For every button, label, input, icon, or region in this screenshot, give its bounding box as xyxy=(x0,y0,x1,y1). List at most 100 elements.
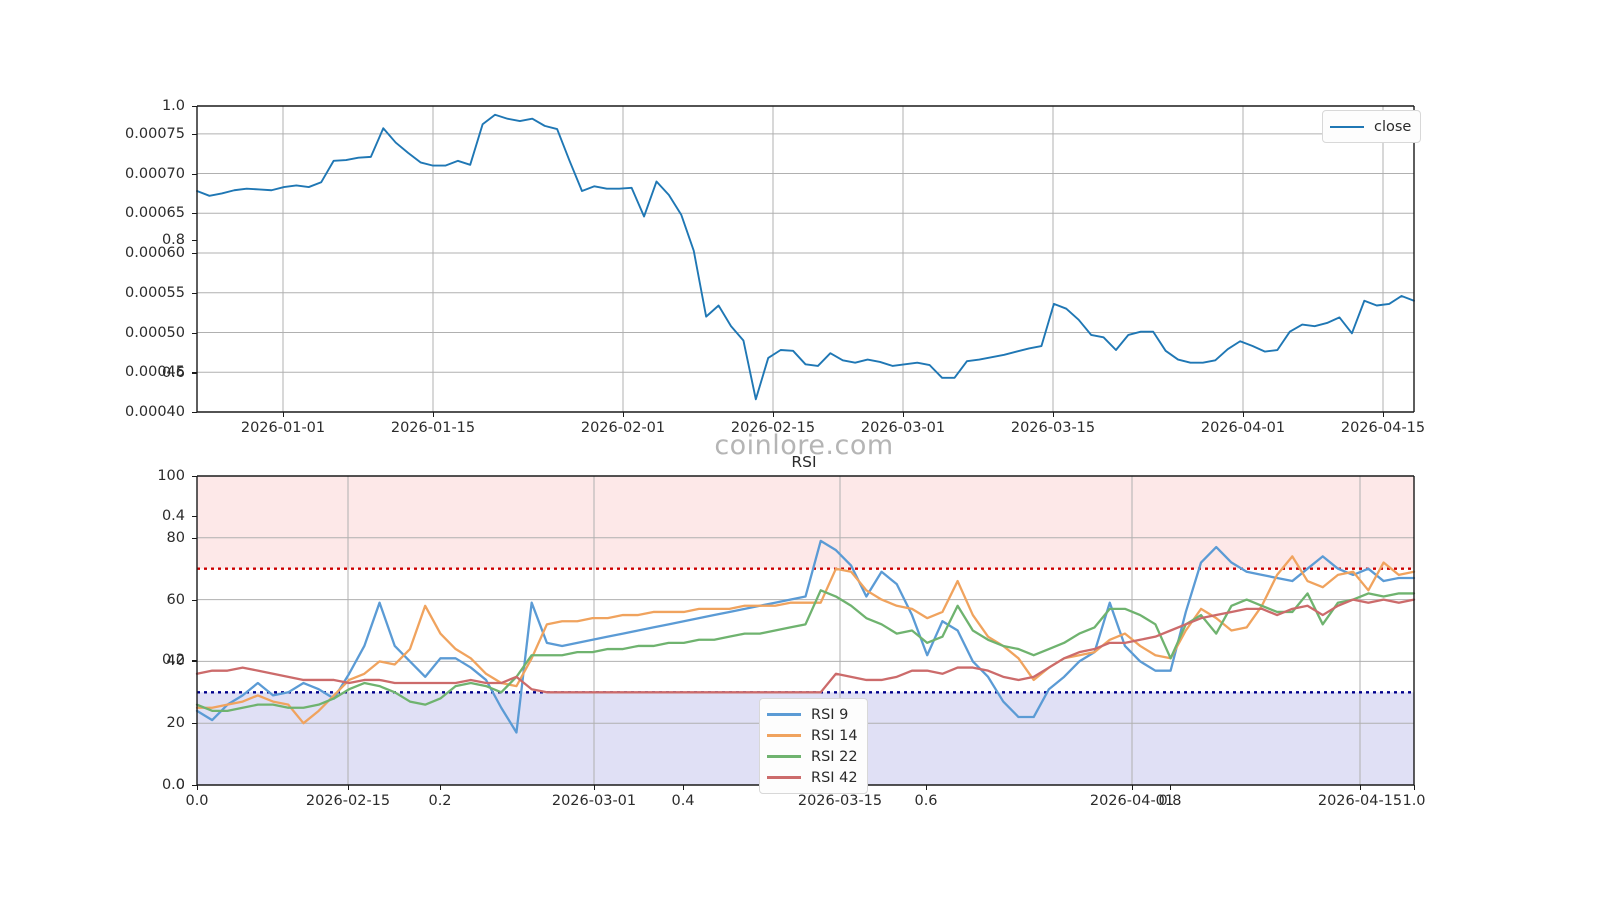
price-chart-panel: 0.00075 0.00070 0.00065 0.00060 0.00055 0.000… xyxy=(125,98,1426,436)
y-axis-tick-mark xyxy=(192,661,197,663)
price-plot-svg xyxy=(196,105,1415,413)
y-axis-tick-label-rsi: 80 xyxy=(166,529,185,546)
y-axis-tick-label-price: 0.00075 xyxy=(125,125,185,142)
x-axis-tick-mark xyxy=(1243,412,1244,417)
y-axis-tick-mark xyxy=(192,173,197,175)
y-axis-tick-mark-secondary xyxy=(192,516,197,517)
x-axis-tick-mark xyxy=(623,412,624,417)
x-axis-tick-mark xyxy=(1053,412,1054,417)
y-axis-tick-label-rsi: 0 xyxy=(175,777,185,793)
rsi-line-rsi-42 xyxy=(195,598,1416,694)
x-axis-tick-mark xyxy=(594,785,595,790)
x-axis-tick-mark-numeric xyxy=(926,785,927,790)
x-axis-tick-mark-numeric xyxy=(440,785,441,790)
price-legend: close xyxy=(1322,110,1422,143)
x-axis-tick-label-date: 2026-04-01 xyxy=(1089,793,1175,809)
x-axis-tick-label-date: 2026-02-15 xyxy=(305,793,391,809)
y-axis-tick-mark xyxy=(192,332,197,334)
legend-item[interactable]: RSI 22 xyxy=(767,746,858,767)
legend-color-swatch xyxy=(1330,125,1364,128)
y-axis-tick-label-price: 0.00050 xyxy=(125,324,185,341)
x-axis-tick-label-numeric: 0.2 xyxy=(428,793,452,809)
x-axis-tick-mark xyxy=(283,412,284,417)
y-axis-tick-label-secondary: 1.0 xyxy=(161,98,185,114)
y-axis-tick-mark-secondary xyxy=(192,785,197,786)
x-axis-tick-mark xyxy=(1132,785,1133,790)
legend-label: RSI 9 xyxy=(811,706,849,723)
y-axis-tick-label-price: 0.00045 xyxy=(125,364,185,381)
legend-color-swatch xyxy=(767,713,801,716)
x-axis-tick-mark-numeric xyxy=(683,785,684,790)
x-axis-tick-label-date: 2026-04-15 xyxy=(1317,793,1403,809)
x-axis-tick-mark xyxy=(1360,785,1361,790)
y-axis-tick-mark xyxy=(192,476,197,477)
x-axis-tick-label-numeric: 0.0 xyxy=(185,793,209,809)
close-price-line xyxy=(196,113,1415,401)
y-axis-tick-mark xyxy=(192,253,197,255)
legend-label: RSI 14 xyxy=(811,727,858,744)
x-axis-tick-mark-numeric xyxy=(1170,785,1171,790)
overbought-band xyxy=(197,476,1414,569)
x-axis-tick-label-date: 2026-03-01 xyxy=(551,793,637,809)
legend-item[interactable]: RSI 42 xyxy=(767,767,858,788)
x-axis-tick-label-numeric: 0.8 xyxy=(1158,793,1182,809)
x-axis-tick-mark xyxy=(433,412,434,417)
y-axis-tick-mark xyxy=(192,537,197,539)
x-axis-tick-label-price: 2026-03-01 xyxy=(860,420,946,436)
legend-item[interactable]: RSI 9 xyxy=(767,704,858,725)
y-axis-tick-label-price: 0.00040 xyxy=(125,404,185,420)
y-axis-tick-label-price: 0.00060 xyxy=(125,245,185,262)
y-axis-tick-label-secondary: 0.6 xyxy=(161,365,185,381)
y-axis-tick-mark xyxy=(192,292,197,294)
x-axis-tick-label-price: 2026-01-01 xyxy=(240,420,326,436)
y-axis-tick-label-secondary: 0.4 xyxy=(161,508,185,524)
rsi-chart-panel: 100 80 60 40 20 0 0.4 0.2 0.0 2026-02-15 2026-03-0… xyxy=(0,450,1600,900)
y-axis-tick-label-rsi: 60 xyxy=(166,591,185,608)
x-axis-tick-mark xyxy=(1383,412,1384,417)
y-axis-tick-label-price: 0.00055 xyxy=(125,284,185,301)
x-axis-tick-label-price: 2026-02-01 xyxy=(580,420,666,436)
x-axis-tick-label-price: 2026-04-15 xyxy=(1340,420,1426,436)
coinlore-watermark: coinlore.com xyxy=(714,430,894,461)
x-axis-tick-label-numeric: 0.4 xyxy=(671,793,695,809)
x-axis-tick-mark xyxy=(903,412,904,417)
x-axis-tick-mark-numeric xyxy=(1414,785,1415,790)
y-axis-tick-mark xyxy=(192,599,197,601)
y-axis-tick-mark xyxy=(192,412,197,413)
x-axis-tick-mark xyxy=(773,412,774,417)
y-axis-tick-mark xyxy=(192,133,197,135)
legend-item[interactable]: close xyxy=(1330,116,1411,137)
x-axis-tick-label-price: 2026-01-15 xyxy=(390,420,476,436)
y-axis-tick-label-price: 0.00070 xyxy=(125,165,185,182)
x-axis-tick-label-date: 2026-03-15 xyxy=(797,793,883,809)
y-axis-tick-label-rsi: 100 xyxy=(157,468,185,484)
x-axis-tick-mark-numeric xyxy=(197,785,198,790)
legend-label: close xyxy=(1374,118,1412,135)
y-axis-tick-mark xyxy=(192,723,197,725)
rsi-plot-svg xyxy=(195,475,1416,786)
y-axis-tick-label-secondary: 0.0 xyxy=(161,777,185,793)
y-axis-tick-label-rsi: 40 xyxy=(166,653,185,670)
y-axis-tick-mark-secondary xyxy=(192,373,197,374)
rsi-line-rsi-9 xyxy=(195,539,1416,734)
x-axis-tick-label-price: 2026-04-01 xyxy=(1200,420,1286,436)
y-axis-tick-label-secondary: 0.8 xyxy=(161,232,185,248)
legend-label: RSI 42 xyxy=(811,769,858,786)
y-axis-tick-label-rsi: 20 xyxy=(166,715,185,732)
rsi-legend: RSI 9 RSI 14 RSI 22 RSI 42 xyxy=(759,698,868,794)
legend-color-swatch xyxy=(767,734,801,737)
rsi-panel-title: RSI xyxy=(791,453,817,471)
y-axis-tick-label-secondary: 0.2 xyxy=(161,652,185,668)
x-axis-tick-label-price: 2026-02-15 xyxy=(730,420,816,436)
y-axis-tick-mark xyxy=(192,372,197,374)
rsi-line-rsi-22 xyxy=(195,589,1416,712)
y-axis-tick-mark xyxy=(192,213,197,215)
legend-item[interactable]: RSI 14 xyxy=(767,725,858,746)
legend-color-swatch xyxy=(767,755,801,758)
y-axis-tick-label-price: 0.00065 xyxy=(125,205,185,222)
x-axis-tick-label-price: 2026-03-15 xyxy=(1010,420,1096,436)
legend-color-swatch xyxy=(767,776,801,779)
x-axis-tick-label-numeric: 0.6 xyxy=(914,793,938,809)
x-axis-tick-mark xyxy=(348,785,349,790)
